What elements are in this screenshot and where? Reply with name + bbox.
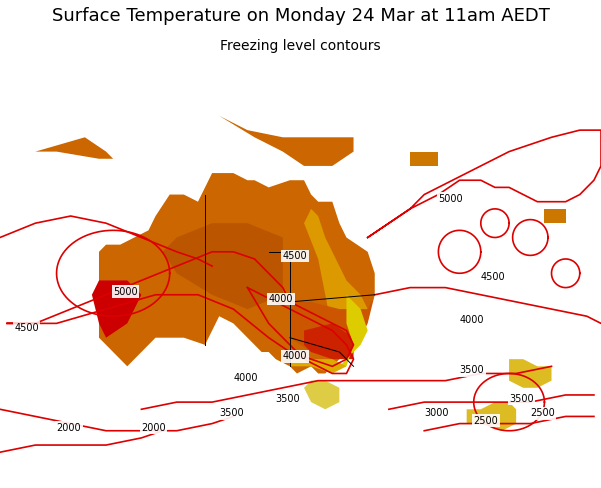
Polygon shape: [304, 324, 353, 359]
Polygon shape: [466, 402, 516, 431]
Polygon shape: [35, 137, 113, 159]
Polygon shape: [92, 281, 141, 338]
Text: 2000: 2000: [141, 423, 166, 433]
Polygon shape: [219, 116, 353, 166]
Text: 2500: 2500: [474, 416, 498, 426]
Text: 4000: 4000: [460, 315, 484, 325]
Text: 2000: 2000: [56, 423, 81, 433]
Polygon shape: [163, 223, 283, 309]
Polygon shape: [99, 173, 375, 373]
Text: 3000: 3000: [424, 408, 449, 418]
Text: 4000: 4000: [283, 351, 307, 361]
Text: 2500: 2500: [530, 408, 555, 418]
Text: 3500: 3500: [276, 394, 300, 404]
Polygon shape: [410, 152, 438, 166]
Text: 3500: 3500: [460, 366, 484, 375]
Text: 4500: 4500: [481, 272, 505, 283]
Text: 3500: 3500: [219, 408, 244, 418]
Text: Freezing level contours: Freezing level contours: [220, 39, 381, 53]
Text: Surface Temperature on Monday 24 Mar at 11am AEDT: Surface Temperature on Monday 24 Mar at …: [52, 7, 549, 25]
Text: 4000: 4000: [233, 373, 258, 383]
Text: 4500: 4500: [283, 251, 308, 261]
Polygon shape: [290, 359, 346, 373]
Polygon shape: [545, 209, 566, 223]
Polygon shape: [340, 295, 368, 366]
Text: 4000: 4000: [269, 294, 293, 304]
Polygon shape: [304, 381, 340, 409]
Polygon shape: [290, 295, 375, 359]
Text: 4500: 4500: [14, 323, 39, 332]
Text: 5000: 5000: [438, 194, 463, 203]
Text: 5000: 5000: [113, 287, 138, 297]
Polygon shape: [304, 209, 368, 359]
Polygon shape: [509, 359, 552, 388]
Text: 3500: 3500: [509, 394, 534, 404]
